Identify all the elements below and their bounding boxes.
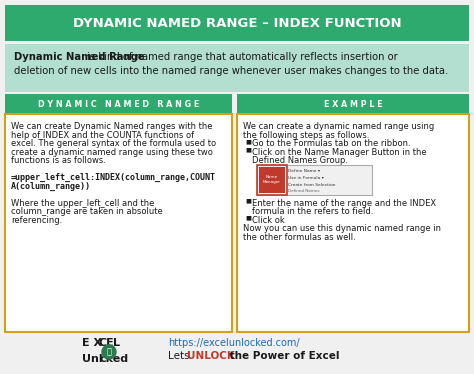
Text: =upper_left_cell:INDEX(column_range,COUNT: =upper_left_cell:INDEX(column_range,COUN… [11, 173, 216, 182]
Text: We can create Dynamic Named ranges with the: We can create Dynamic Named ranges with … [11, 122, 212, 131]
FancyBboxPatch shape [257, 165, 372, 194]
Text: is kind of named range that automatically reflects insertion or: is kind of named range that automaticall… [84, 52, 398, 62]
Text: ⚿: ⚿ [107, 347, 111, 356]
Text: UNLOCK: UNLOCK [187, 351, 235, 361]
Text: column_range are taken in absolute: column_range are taken in absolute [11, 207, 163, 216]
Text: A(column_range)): A(column_range)) [11, 181, 91, 191]
Text: Now you can use this dynamic named range in: Now you can use this dynamic named range… [243, 224, 441, 233]
Text: Unl: Unl [82, 354, 103, 364]
Text: referencing.: referencing. [11, 215, 62, 224]
Text: the Power of Excel: the Power of Excel [226, 351, 339, 361]
Text: We can create a dynamic named range using: We can create a dynamic named range usin… [243, 122, 434, 131]
FancyBboxPatch shape [5, 44, 469, 92]
Text: https://excelunlocked.com/: https://excelunlocked.com/ [168, 338, 300, 348]
Text: excel. The general syntax of the formula used to: excel. The general syntax of the formula… [11, 139, 216, 148]
Text: create a dynamic named range using these two: create a dynamic named range using these… [11, 147, 213, 156]
Text: Define Name ▾: Define Name ▾ [288, 169, 320, 172]
Text: Go to the Formulas tab on the ribbon.: Go to the Formulas tab on the ribbon. [252, 139, 410, 148]
FancyBboxPatch shape [5, 5, 469, 41]
Text: Click on the Name Manager Button in the: Click on the Name Manager Button in the [252, 147, 427, 156]
Text: D Y N A M I C   N A M E D   R A N G E: D Y N A M I C N A M E D R A N G E [38, 99, 199, 108]
Text: ■: ■ [245, 147, 251, 153]
Text: Name
Manager: Name Manager [263, 175, 281, 184]
Text: the other formulas as well.: the other formulas as well. [243, 233, 356, 242]
Text: Create from Selection: Create from Selection [288, 183, 336, 187]
Text: help of INDEX and the COUNTA functions of: help of INDEX and the COUNTA functions o… [11, 131, 194, 140]
Text: functions is as follows.: functions is as follows. [11, 156, 106, 165]
FancyBboxPatch shape [237, 114, 469, 332]
Text: Where the upper_left_cell and the: Where the upper_left_cell and the [11, 199, 155, 208]
Text: ■: ■ [245, 215, 251, 221]
Text: deletion of new cells into the named range whenever user makes changes to the da: deletion of new cells into the named ran… [14, 66, 448, 76]
FancyBboxPatch shape [5, 114, 232, 332]
Text: Defined Names Group.: Defined Names Group. [252, 156, 348, 165]
Text: CE: CE [99, 338, 115, 348]
Text: E X: E X [82, 338, 102, 348]
Text: ■: ■ [245, 139, 251, 144]
Text: L: L [113, 338, 120, 348]
Text: ■: ■ [245, 199, 251, 203]
FancyBboxPatch shape [5, 94, 232, 114]
Text: Dynamic Named Range: Dynamic Named Range [14, 52, 145, 62]
Text: E X A M P L E: E X A M P L E [324, 99, 383, 108]
Text: the following steps as follows.: the following steps as follows. [243, 131, 369, 140]
Text: DYNAMIC NAMED RANGE – INDEX FUNCTION: DYNAMIC NAMED RANGE – INDEX FUNCTION [73, 16, 401, 30]
Circle shape [102, 345, 116, 359]
Text: Use in Formula ▾: Use in Formula ▾ [288, 175, 324, 180]
Text: Enter the name of the range and the INDEX: Enter the name of the range and the INDE… [252, 199, 436, 208]
Text: cked: cked [100, 354, 129, 364]
Text: formula in the refers to field.: formula in the refers to field. [252, 207, 374, 216]
Text: Defined Names: Defined Names [288, 188, 319, 193]
FancyBboxPatch shape [259, 166, 285, 193]
Text: Click ok: Click ok [252, 215, 285, 224]
FancyBboxPatch shape [237, 94, 469, 114]
Text: Lets: Lets [168, 351, 193, 361]
